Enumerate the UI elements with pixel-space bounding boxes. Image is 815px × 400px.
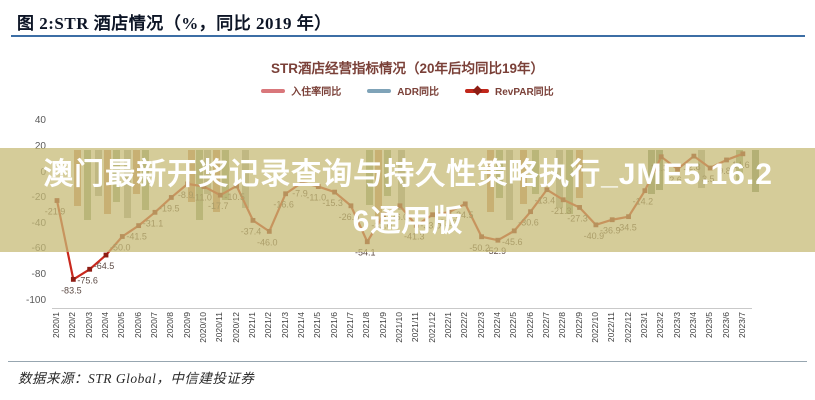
- revpar-point: [70, 276, 76, 282]
- revpar-line-swatch: [464, 85, 489, 95]
- caption-divider: [11, 35, 805, 37]
- revpar-point-label: -64.5: [94, 261, 115, 271]
- watermark-text: 澳门最新开奖记录查询与持久性策略执行_JME5.16.2 6通用版: [8, 151, 808, 245]
- chart-title: STR酒店经营指标情况（20年后均同比19年）: [270, 61, 545, 76]
- adr-line-swatch: [367, 88, 392, 93]
- watermark-band: [0, 148, 815, 252]
- legend-item-revpar: RevPAR同比: [464, 83, 554, 98]
- y-axis-tick: 20: [34, 140, 46, 152]
- y-axis-tick: -100: [25, 294, 46, 306]
- x-axis-line: [52, 308, 752, 309]
- revpar-point-label: -54.1: [355, 248, 376, 258]
- y-axis-tick: 40: [34, 115, 46, 127]
- data-source: 数据来源：STR Global，中信建投证券: [18, 371, 255, 386]
- figure-caption: 图 2:STR 酒店情况（%，同比 2019 年）: [17, 14, 332, 33]
- chart-legend: 入住率同比 ADR同比 RevPAR同比: [0, 83, 815, 98]
- legend-label: ADR同比: [397, 87, 439, 98]
- revpar-point-label: -83.5: [61, 285, 82, 295]
- legend-label: RevPAR同比: [494, 87, 554, 98]
- watermark-line-1: 澳门最新开奖记录查询与持久性策略执行_JME5.16.2: [43, 158, 773, 191]
- legend-item-occupancy: 入住率同比: [261, 83, 341, 98]
- source-divider: [8, 361, 807, 362]
- y-axis-tick: -80: [31, 268, 46, 280]
- revpar-point: [87, 266, 93, 272]
- occupancy-line-swatch: [261, 88, 286, 93]
- revpar-point: [103, 252, 109, 258]
- legend-item-adr: ADR同比: [367, 83, 439, 98]
- watermark-line-2: 6通用版: [352, 205, 464, 238]
- revpar-point-label: -75.6: [77, 275, 98, 285]
- legend-label: 入住率同比: [291, 87, 342, 98]
